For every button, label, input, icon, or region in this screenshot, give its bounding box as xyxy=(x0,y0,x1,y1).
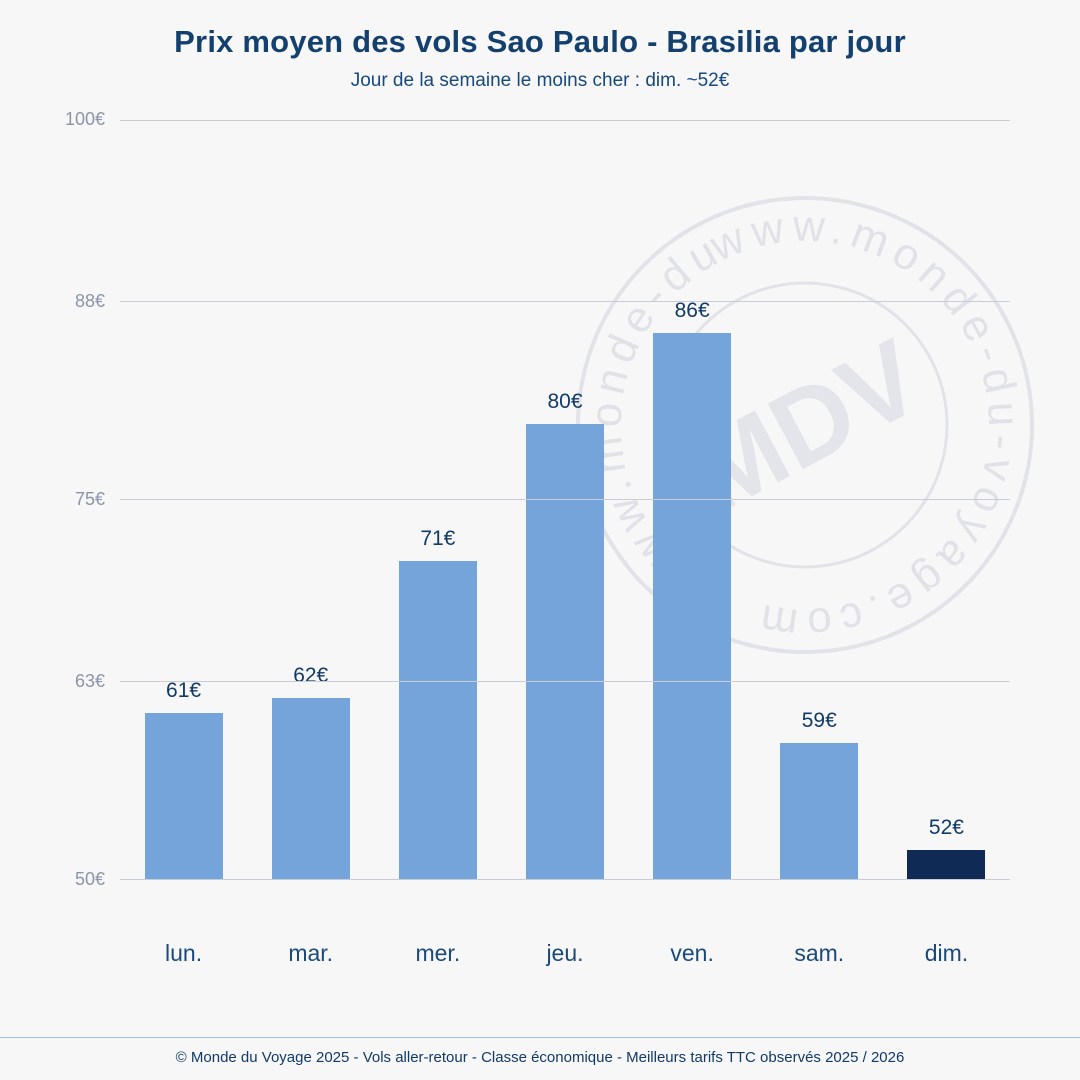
bar-slot: 59€ xyxy=(756,120,883,880)
gridline xyxy=(120,879,1010,880)
x-axis-labels: lun. mar. mer. jeu. ven. sam. dim. xyxy=(120,940,1010,967)
day-label-slot: jeu. xyxy=(501,940,628,967)
footer-text: © Monde du Voyage 2025 - Vols aller-reto… xyxy=(175,1049,905,1066)
x-tick-label: mar. xyxy=(288,940,334,966)
bar-value-label: 71€ xyxy=(420,526,456,550)
plot-area: 61€ 62€ 71€ 80€ 86€ 59€ 52€ xyxy=(120,120,1010,880)
x-tick-label: mer. xyxy=(415,940,461,966)
gridline xyxy=(120,120,1010,121)
page-title: Prix moyen des vols Sao Paulo - Brasilia… xyxy=(174,24,906,59)
gridline xyxy=(120,499,1010,500)
y-tick-label: 50€ xyxy=(74,869,105,889)
bar-value-label: 59€ xyxy=(801,709,837,733)
y-tick-label: 75€ xyxy=(74,489,105,509)
day-label-slot: lun. xyxy=(120,940,247,967)
bar-slot: 71€ xyxy=(374,120,501,880)
x-tick-label: jeu. xyxy=(546,940,584,966)
bar-value-label: 61€ xyxy=(166,678,202,702)
day-label-slot: mer. xyxy=(374,940,501,967)
bar-sam xyxy=(780,743,859,880)
bars-container: 61€ 62€ 71€ 80€ 86€ 59€ 52€ xyxy=(120,120,1010,880)
chart-header: Prix moyen des vols Sao Paulo - Brasilia… xyxy=(0,24,1080,92)
bar-value-label: 80€ xyxy=(547,390,583,413)
y-tick-label: 63€ xyxy=(74,671,105,692)
bar-value-label: 62€ xyxy=(293,663,329,687)
x-tick-label: lun. xyxy=(165,940,203,966)
bar-ven xyxy=(653,332,732,880)
bar-mar xyxy=(271,697,350,880)
bar-slot: 52€ xyxy=(883,120,1010,880)
bar-value-label: 86€ xyxy=(674,298,710,322)
y-tick-label: 88€ xyxy=(74,291,105,312)
x-tick-label: ven. xyxy=(670,940,714,966)
x-tick-label: dim. xyxy=(924,940,969,966)
bar-dim xyxy=(907,849,986,880)
x-tick-label: sam. xyxy=(794,940,845,966)
day-label-slot: sam. xyxy=(756,940,883,967)
gridline xyxy=(120,681,1010,683)
day-label-slot: ven. xyxy=(629,940,756,967)
bar-lun xyxy=(144,712,223,880)
bar-mer xyxy=(398,560,477,880)
footer: © Monde du Voyage 2025 - Vols aller-reto… xyxy=(0,1037,1080,1067)
day-label-slot: dim. xyxy=(883,940,1010,967)
gridline xyxy=(120,301,1010,303)
y-tick-label: 100€ xyxy=(64,109,105,129)
bar-slot: 86€ xyxy=(629,120,756,880)
bar-jeu xyxy=(525,424,604,880)
bar-slot: 62€ xyxy=(247,120,374,880)
bar-value-label: 52€ xyxy=(928,815,964,839)
chart-subtitle: Jour de la semaine le moins cher : dim. … xyxy=(350,70,730,91)
bar-slot: 80€ xyxy=(501,120,628,880)
bar-slot: 61€ xyxy=(120,120,247,880)
day-label-slot: mar. xyxy=(247,940,374,967)
